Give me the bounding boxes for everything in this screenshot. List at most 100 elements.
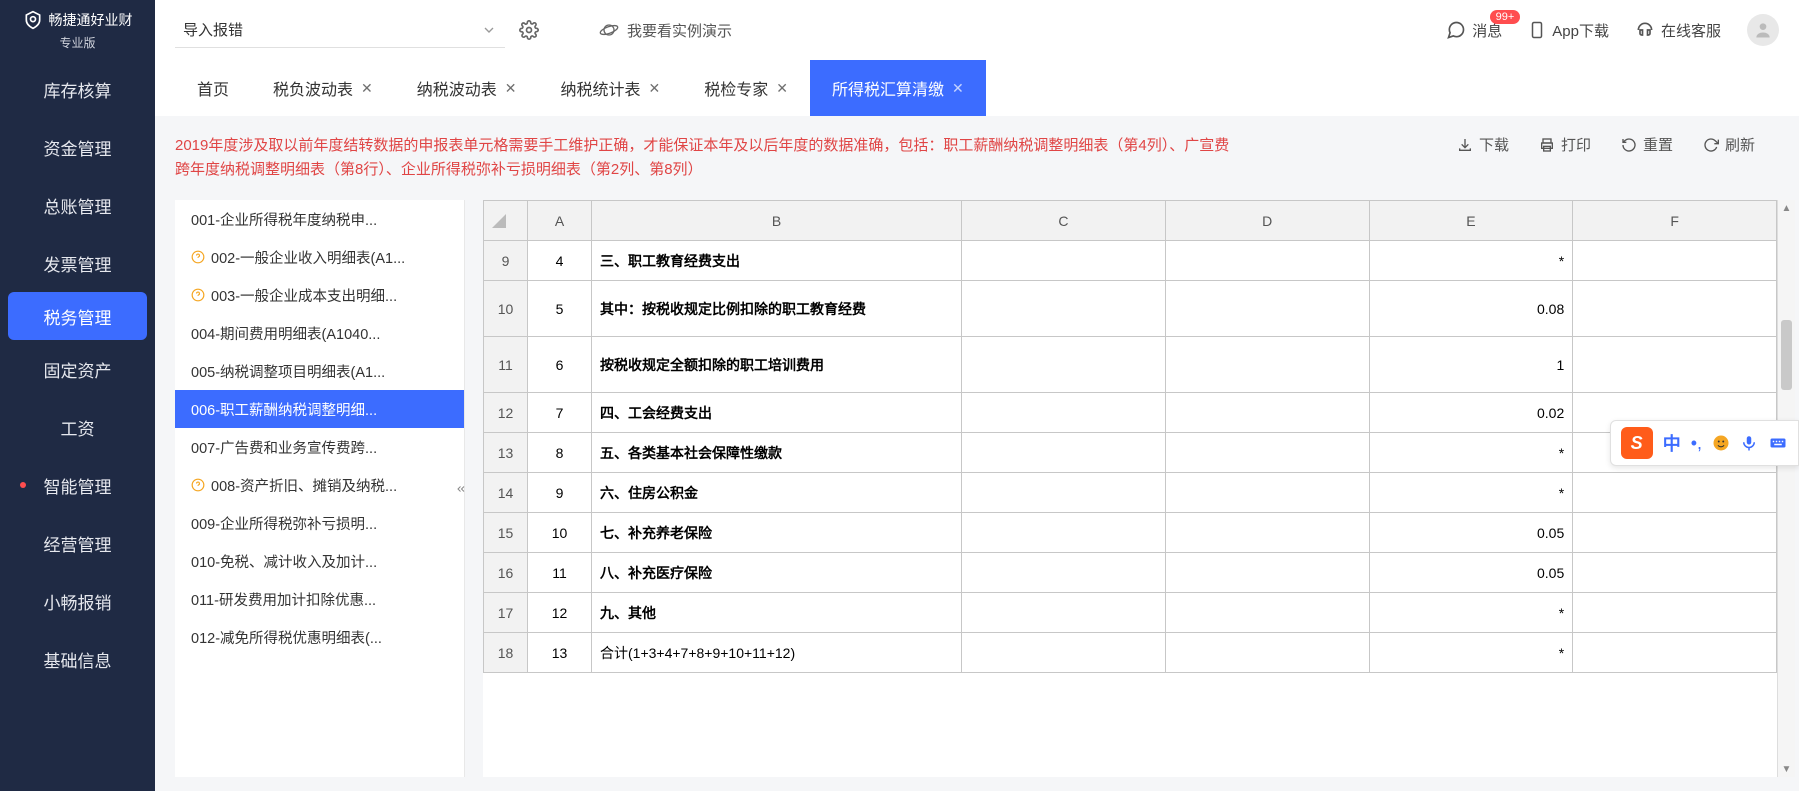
form-list-item-6[interactable]: 007-广告费和业务宣传费跨... [175,428,464,466]
row-header[interactable]: 18 [484,633,528,673]
tab-2[interactable]: 纳税波动表✕ [395,60,539,116]
cell[interactable] [962,241,1166,281]
cell[interactable] [962,337,1166,393]
cell[interactable]: 7 [528,393,592,433]
ime-mic-icon[interactable] [1740,434,1758,452]
sidebar-item-7[interactable]: 智能管理 [0,456,155,514]
cell[interactable]: 6 [528,337,592,393]
cell[interactable]: 合计(1+3+4+7+8+9+10+11+12) [592,633,962,673]
cell[interactable]: * [1369,241,1573,281]
cell[interactable]: 0.05 [1369,513,1573,553]
sidebar-item-6[interactable]: 工资 [0,398,155,456]
cell[interactable] [1165,281,1369,337]
sheet-grid[interactable]: ABCDEF94三、职工教育经费支出*105其中：按税收规定比例扣除的职工教育经… [483,200,1777,777]
messages-button[interactable]: 消息 99+ [1446,20,1502,41]
cell[interactable] [962,473,1166,513]
print-button[interactable]: 打印 [1539,134,1591,155]
form-list-item-10[interactable]: 011-研发费用加计扣除优惠... [175,580,464,618]
scroll-down-icon[interactable]: ▼ [1778,761,1795,777]
cell[interactable]: 按税收规定全额扣除的职工培训费用 [592,337,962,393]
form-list-item-7[interactable]: 008-资产折旧、摊销及纳税... [175,466,464,504]
cell[interactable]: * [1369,593,1573,633]
avatar[interactable] [1747,14,1779,46]
cell[interactable] [1165,473,1369,513]
cell[interactable] [1573,281,1777,337]
row-header[interactable]: 16 [484,553,528,593]
ime-toolbar[interactable]: S 中 •, [1610,420,1799,466]
form-list-item-2[interactable]: 003-一般企业成本支出明细... [175,276,464,314]
cell[interactable]: 六、住房公积金 [592,473,962,513]
chevron-down-icon[interactable] [481,22,497,38]
ime-keyboard-icon[interactable] [1768,434,1788,452]
cell[interactable] [1165,513,1369,553]
cell[interactable] [1165,633,1369,673]
sheet-corner[interactable] [484,201,528,241]
app-download-button[interactable]: App下载 [1528,20,1609,41]
cell[interactable] [1573,513,1777,553]
cell[interactable]: 三、职工教育经费支出 [592,241,962,281]
sidebar-item-10[interactable]: 基础信息 [0,630,155,688]
cell[interactable]: 五、各类基本社会保障性缴款 [592,433,962,473]
scrollbar-thumb[interactable] [1781,320,1792,390]
tab-0[interactable]: 首页 [175,60,251,116]
ime-lang-label[interactable]: 中 [1663,430,1681,456]
search-input[interactable]: 导入报错 [175,12,505,48]
form-list-item-9[interactable]: 010-免税、减计收入及加计... [175,542,464,580]
download-button[interactable]: 下载 [1457,134,1509,155]
cell[interactable]: * [1369,633,1573,673]
cell[interactable] [1573,593,1777,633]
col-header-D[interactable]: D [1165,201,1369,241]
cell[interactable]: 0.08 [1369,281,1573,337]
cell[interactable]: 七、补充养老保险 [592,513,962,553]
cell[interactable]: 四、工会经费支出 [592,393,962,433]
brand-area[interactable]: 畅捷通好业财 专业版 [0,0,155,60]
cell[interactable] [962,633,1166,673]
demo-link[interactable]: 我要看实例演示 [599,20,732,41]
cell[interactable]: 8 [528,433,592,473]
customer-service-button[interactable]: 在线客服 [1635,20,1721,41]
cell[interactable] [962,433,1166,473]
form-list-item-4[interactable]: 005-纳税调整项目明细表(A1... [175,352,464,390]
cell[interactable] [962,593,1166,633]
row-header[interactable]: 12 [484,393,528,433]
ime-punct-icon[interactable]: •, [1691,433,1702,454]
col-header-F[interactable]: F [1573,201,1777,241]
cell[interactable]: 11 [528,553,592,593]
cell[interactable] [1573,473,1777,513]
cell[interactable] [962,281,1166,337]
cell[interactable] [1573,337,1777,393]
row-header[interactable]: 17 [484,593,528,633]
cell[interactable]: 八、补充医疗保险 [592,553,962,593]
form-list-item-8[interactable]: 009-企业所得税弥补亏损明... [175,504,464,542]
close-icon[interactable]: ✕ [361,80,373,97]
cell[interactable] [1165,393,1369,433]
scroll-up-icon[interactable]: ▲ [1778,200,1795,216]
sidebar-item-8[interactable]: 经营管理 [0,514,155,572]
row-header[interactable]: 13 [484,433,528,473]
cell[interactable]: * [1369,473,1573,513]
form-list-item-0[interactable]: 001-企业所得税年度纳税申... [175,200,464,238]
sidebar-item-4[interactable]: 税务管理 [8,292,147,340]
tab-1[interactable]: 税负波动表✕ [251,60,395,116]
form-list-item-11[interactable]: 012-减免所得税优惠明细表(... [175,618,464,656]
row-header[interactable]: 14 [484,473,528,513]
reset-button[interactable]: 重置 [1621,134,1673,155]
sidebar-item-3[interactable]: 发票管理 [0,234,155,292]
collapse-handle-icon[interactable] [455,481,467,497]
cell[interactable] [1165,241,1369,281]
cell[interactable]: 10 [528,513,592,553]
sidebar-item-5[interactable]: 固定资产 [0,340,155,398]
cell[interactable]: 12 [528,593,592,633]
cell[interactable] [1573,633,1777,673]
row-header[interactable]: 15 [484,513,528,553]
row-header[interactable]: 10 [484,281,528,337]
cell[interactable]: 九、其他 [592,593,962,633]
row-header[interactable]: 9 [484,241,528,281]
close-icon[interactable]: ✕ [952,80,964,97]
form-list-item-3[interactable]: 004-期间费用明细表(A1040... [175,314,464,352]
cell[interactable]: 0.02 [1369,393,1573,433]
cell[interactable] [962,553,1166,593]
cell[interactable]: 9 [528,473,592,513]
gear-icon[interactable] [519,20,539,40]
cell[interactable] [1165,433,1369,473]
